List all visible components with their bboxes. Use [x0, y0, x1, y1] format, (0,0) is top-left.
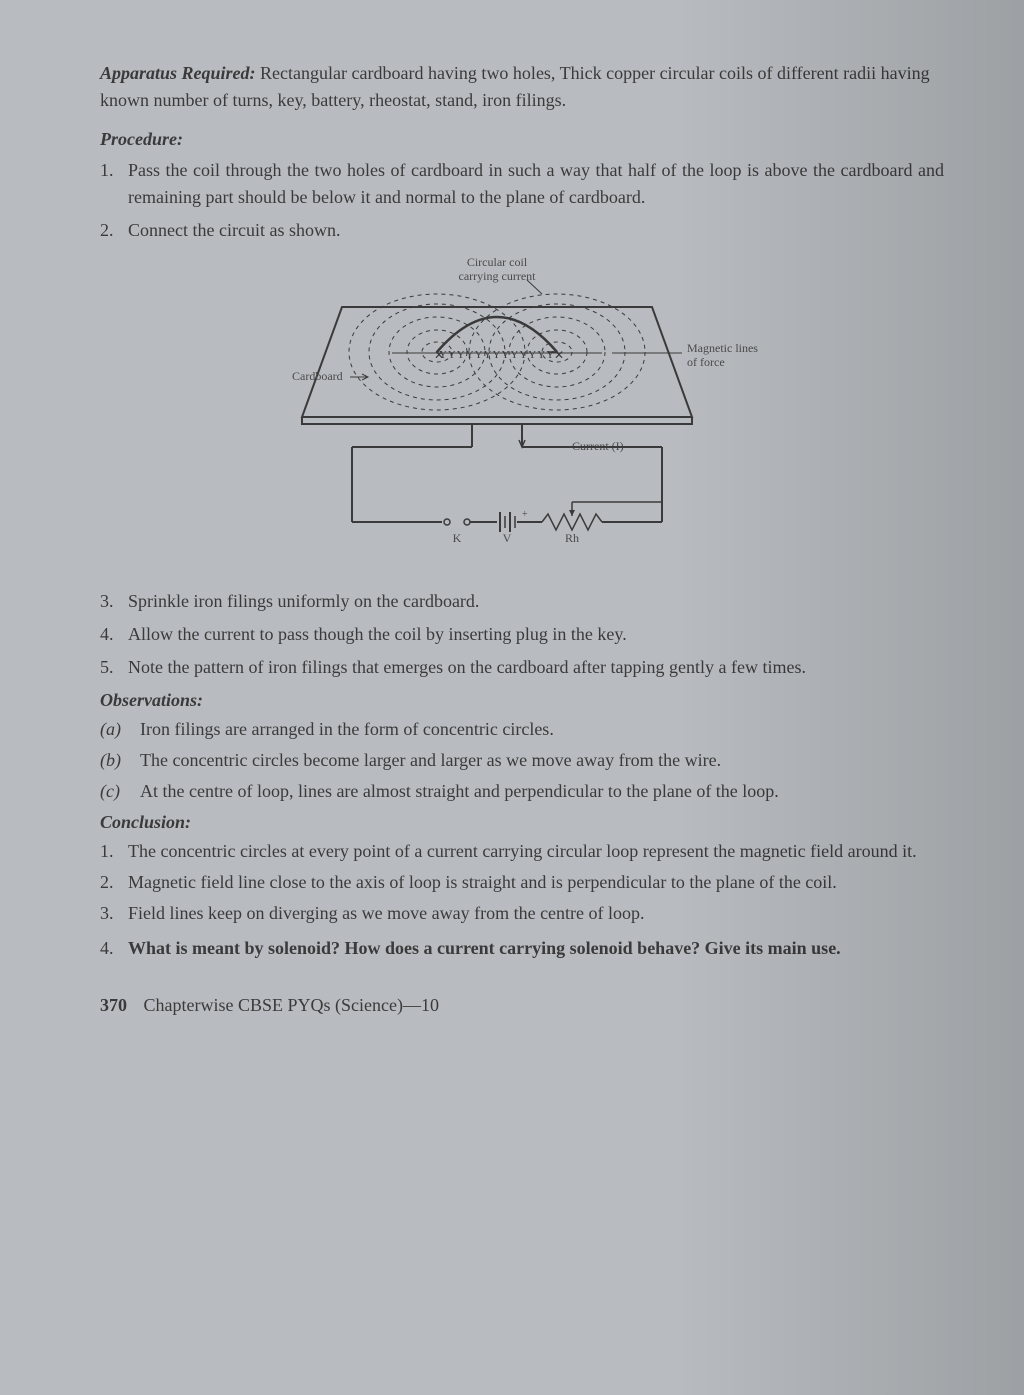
- magnetic-label-1: Magnetic lines: [687, 341, 758, 355]
- svg-text:✕: ✕: [554, 348, 564, 362]
- procedure-list-cont: Sprinkle iron filings uniformly on the c…: [100, 588, 944, 681]
- observation-item: Iron filings are arranged in the form of…: [140, 716, 944, 743]
- procedure-label: Procedure:: [100, 126, 944, 153]
- procedure-item: Pass the coil through the two holes of c…: [128, 157, 944, 211]
- procedure-list: Pass the coil through the two holes of c…: [100, 157, 944, 244]
- procedure-item: Note the pattern of iron filings that em…: [128, 654, 944, 681]
- page-footer: 370 Chapterwise CBSE PYQs (Science)—10: [100, 992, 944, 1019]
- coil-label-1: Circular coil: [467, 255, 528, 269]
- key-label: K: [453, 531, 462, 545]
- observations-label: Observations:: [100, 687, 944, 714]
- page-number: 370: [100, 992, 127, 1019]
- apparatus-label: Apparatus Required:: [100, 63, 256, 83]
- conclusion-item: The concentric circles at every point of…: [128, 838, 944, 865]
- magnetic-label-2: of force: [687, 355, 725, 369]
- book-title: Chapterwise CBSE PYQs (Science)—10: [144, 995, 439, 1015]
- procedure-item: Connect the circuit as shown.: [128, 217, 944, 244]
- observation-item: The concentric circles become larger and…: [140, 747, 944, 774]
- apparatus-block: Apparatus Required: Rectangular cardboar…: [100, 60, 944, 114]
- observation-item: At the centre of loop, lines are almost …: [140, 778, 944, 805]
- rheostat-label: Rh: [565, 531, 579, 545]
- procedure-item: Sprinkle iron filings uniformly on the c…: [128, 588, 944, 615]
- question-block: What is meant by solenoid? How does a cu…: [100, 935, 944, 962]
- svg-text:✕: ✕: [434, 348, 444, 362]
- conclusion-item: Magnetic field line close to the axis of…: [128, 869, 944, 896]
- coil-label-2: carrying current: [459, 269, 537, 283]
- circuit-diagram: Circular coil carrying current: [262, 252, 782, 572]
- question-text: What is meant by solenoid? How does a cu…: [128, 938, 841, 958]
- svg-text:+: +: [522, 509, 528, 520]
- conclusion-item: Field lines keep on diverging as we move…: [128, 900, 944, 927]
- cardboard-label: Cardboard: [292, 369, 343, 383]
- conclusion-list: The concentric circles at every point of…: [100, 838, 944, 927]
- diagram-container: Circular coil carrying current: [100, 252, 944, 580]
- conclusion-label: Conclusion:: [100, 809, 944, 836]
- battery-label: V: [503, 531, 512, 545]
- observations-list: Iron filings are arranged in the form of…: [100, 716, 944, 805]
- svg-text:YYYYYYYYYYYYY: YYYYYYYYYYYYY: [439, 349, 555, 361]
- procedure-item: Allow the current to pass though the coi…: [128, 621, 944, 648]
